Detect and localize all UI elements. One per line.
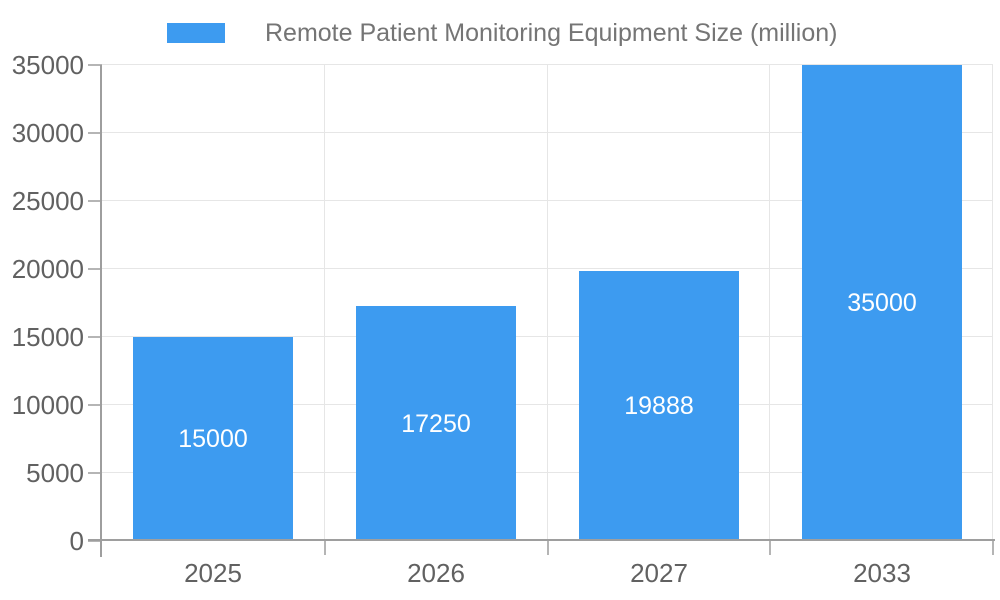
bar[interactable] (133, 337, 293, 541)
legend: Remote Patient Monitoring Equipment Size… (167, 19, 837, 47)
x-axis-label: 2026 (407, 558, 465, 588)
y-axis-tick (88, 200, 102, 202)
bar-value-label: 35000 (847, 289, 917, 317)
x-axis-line (88, 539, 995, 541)
bar-value-label: 15000 (178, 425, 248, 453)
x-axis-label: 2033 (853, 558, 911, 588)
x-axis-tick (547, 541, 549, 555)
bar-value-label: 19888 (624, 392, 694, 420)
y-axis-tick (88, 472, 102, 474)
bar-value-label: 17250 (401, 410, 471, 438)
y-axis-label: 5000 (26, 458, 84, 488)
x-axis-tick (769, 541, 771, 555)
y-axis-tick (88, 268, 102, 270)
y-axis-label: 25000 (11, 186, 84, 216)
legend-label: Remote Patient Monitoring Equipment Size… (265, 18, 838, 47)
y-axis-tick (88, 336, 102, 338)
bar[interactable] (802, 65, 962, 541)
x-axis-tick (324, 541, 326, 555)
y-axis-tick (88, 64, 102, 66)
x-axis-label: 2025 (184, 558, 242, 588)
x-axis-tick (992, 541, 994, 555)
x-gridline (324, 65, 325, 541)
y-axis-tick (88, 540, 102, 542)
y-axis-label: 20000 (11, 254, 84, 284)
y-axis-tick (88, 132, 102, 134)
y-axis-line (100, 65, 102, 557)
x-gridline (992, 65, 993, 541)
x-gridline (547, 65, 548, 541)
y-axis-label: 30000 (11, 118, 84, 148)
bar[interactable] (356, 306, 516, 541)
x-gridline (769, 65, 770, 541)
y-axis-tick (88, 404, 102, 406)
y-axis-label: 10000 (11, 390, 84, 420)
y-axis-label: 35000 (11, 50, 84, 80)
y-gridline (102, 64, 993, 65)
legend-swatch (167, 23, 225, 43)
y-axis-label: 0 (69, 526, 84, 556)
x-axis-label: 2027 (630, 558, 688, 588)
y-axis-label: 15000 (11, 322, 84, 352)
bar[interactable] (579, 271, 739, 541)
